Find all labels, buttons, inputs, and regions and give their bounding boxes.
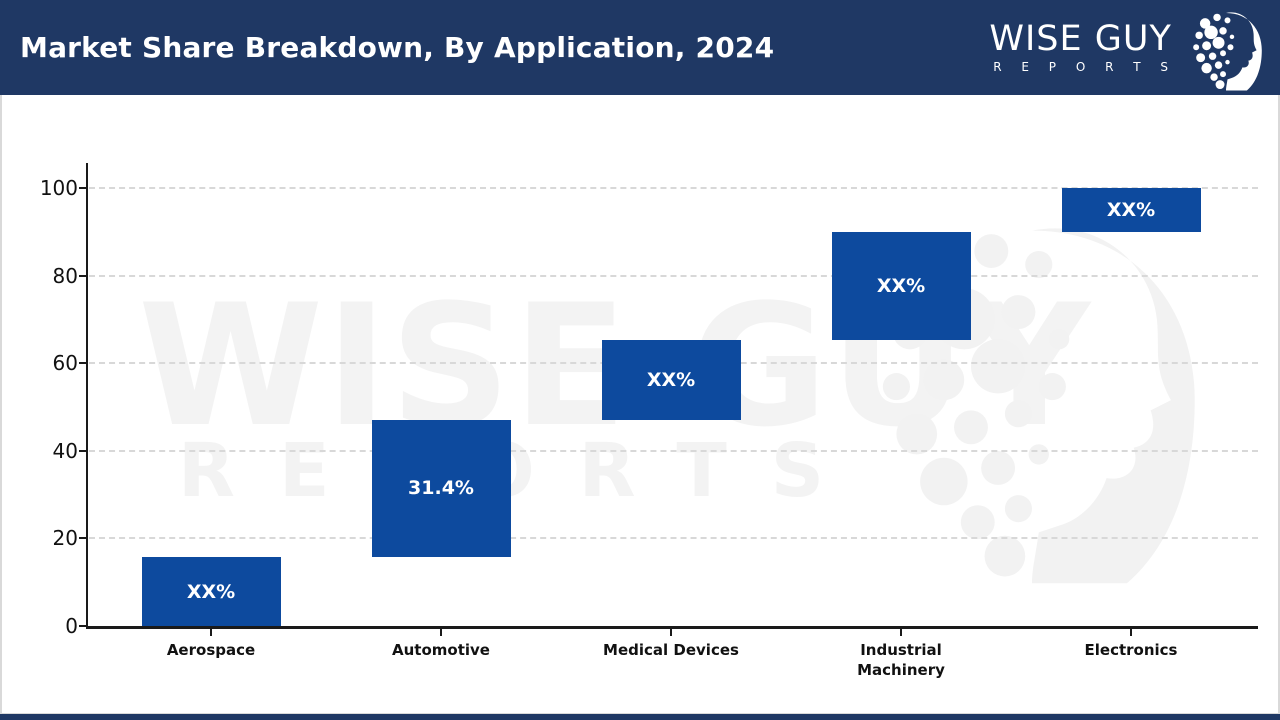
y-axis-spine	[86, 163, 88, 628]
header-bar: Market Share Breakdown, By Application, …	[0, 0, 1280, 95]
bar-medical-devices: XX%	[601, 340, 741, 420]
y-tick-label-100: 100	[39, 176, 78, 200]
logo: WISE GUY R E P O R T S	[985, 4, 1280, 92]
bar-value-label-industrial-machinery: XX%	[876, 275, 926, 298]
bar-value-label-automotive: 31.4%	[408, 477, 474, 500]
gridline-20	[89, 537, 1258, 540]
bar-industrial-machinery: XX%	[831, 231, 971, 341]
x-axis-label-aerospace: Aerospace	[166, 641, 256, 659]
logo-wiseguy-label: WISE GUY	[989, 19, 1172, 59]
logo-text: WISE GUY R E P O R T S	[985, 19, 1176, 74]
gridline-80	[89, 274, 1258, 277]
x-axis-label-medical-devices: Medical Devices	[603, 641, 739, 659]
gridline-100	[89, 187, 1258, 189]
x-tick-aerospace	[210, 628, 212, 636]
y-tick-40	[79, 449, 88, 452]
bottom-frame-line	[0, 713, 1280, 714]
gridline-40	[89, 449, 1258, 452]
bar-value-label-aerospace: XX%	[186, 580, 236, 603]
watermark-reports-text: REPORTS	[178, 428, 869, 514]
x-tick-automotive	[440, 628, 442, 636]
bar-aerospace: XX%	[141, 557, 281, 626]
x-tick-medical-devices	[670, 628, 672, 636]
y-tick-label-60: 60	[52, 351, 78, 376]
y-tick-0	[79, 625, 88, 627]
x-axis-label-industrial-machinery: Industrial Machinery	[857, 641, 945, 680]
logo-reports-label: R E P O R T S	[993, 60, 1176, 74]
y-tick-80	[79, 274, 88, 277]
x-axis-label-electronics: Electronics	[1084, 641, 1178, 659]
bar-value-label-electronics: XX%	[1106, 198, 1156, 221]
y-tick-label-40: 40	[52, 438, 78, 463]
page-title: Market Share Breakdown, By Application, …	[20, 31, 775, 64]
bar-automotive: 31.4%	[371, 419, 511, 558]
footer-bar	[0, 714, 1280, 720]
y-tick-60	[79, 362, 88, 365]
y-tick-label-80: 80	[52, 263, 78, 288]
y-tick-100	[79, 187, 88, 189]
y-tick-20	[79, 537, 88, 540]
x-axis-label-automotive: Automotive	[392, 641, 490, 659]
y-tick-label-0: 0	[65, 614, 78, 638]
right-frame-line	[1278, 95, 1280, 715]
y-tick-label-20: 20	[52, 526, 78, 551]
x-tick-industrial-machinery	[900, 628, 902, 636]
x-axis-spine	[86, 626, 1258, 629]
logo-head-icon	[1193, 11, 1262, 91]
x-tick-electronics	[1130, 628, 1132, 636]
bar-value-label-medical-devices: XX%	[646, 369, 696, 392]
bar-electronics: XX%	[1061, 188, 1201, 232]
left-frame-line	[0, 95, 2, 715]
